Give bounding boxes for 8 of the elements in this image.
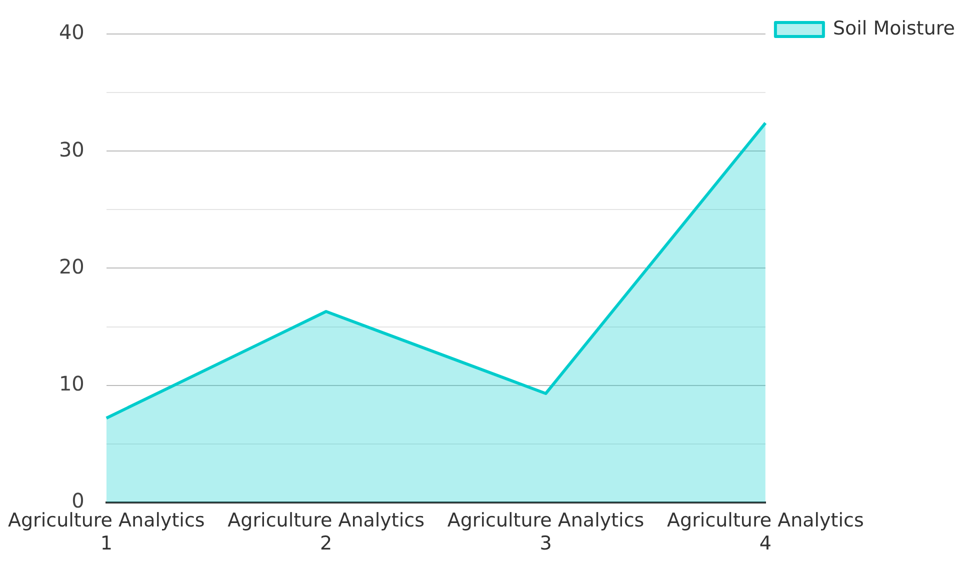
legend-label: Soil Moisture (832, 17, 956, 40)
y-tick-label: 40 (58, 20, 84, 44)
y-tick-label: 20 (58, 254, 84, 278)
x-tick-label: Agriculture Analytics 2 (228, 510, 424, 555)
x-tick-label: Agriculture Analytics 3 (447, 510, 644, 555)
x-tick-label: Agriculture Analytics 4 (667, 510, 864, 555)
y-tick-label: 10 (58, 372, 84, 396)
y-tick-label: 30 (58, 137, 84, 162)
